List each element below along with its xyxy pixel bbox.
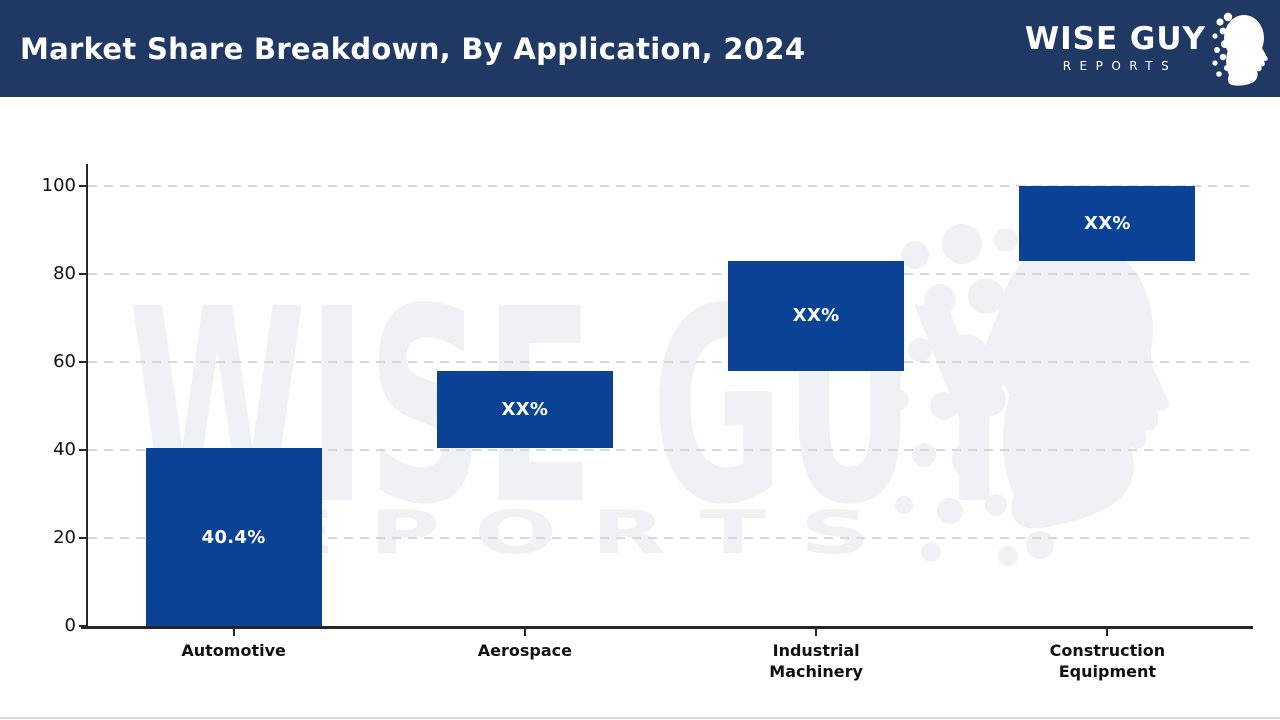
y-tick-mark-20 (79, 537, 87, 539)
wiseguy-face-icon (1212, 12, 1268, 86)
y-tick-label-100: 100 (41, 175, 76, 196)
gridline-60 (88, 361, 1253, 363)
bottom-border (0, 717, 1280, 719)
gridline-80 (88, 273, 1253, 275)
gridline-100 (88, 185, 1253, 187)
header-bar: Market Share Breakdown, By Application, … (0, 0, 1280, 97)
y-tick-mark-80 (79, 273, 87, 275)
bar-value-label-automotive: 40.4% (201, 526, 266, 548)
y-tick-label-40: 40 (53, 439, 76, 460)
gridline-40 (88, 449, 1253, 451)
x-axis-label-industrial-machinery: Industrial Machinery (769, 641, 863, 681)
bar-value-label-construction-equipment: XX% (1084, 212, 1131, 234)
x-axis-label-construction-equipment: Construction Equipment (1049, 641, 1166, 681)
wiseguy-logo-text: WISE GUY REPORTS (1024, 20, 1206, 73)
x-axis-label-automotive: Automotive (181, 641, 286, 660)
wiseguy-logo: WISE GUY REPORTS (1025, 10, 1270, 86)
y-tick-label-80: 80 (53, 263, 76, 284)
bar-value-label-aerospace: XX% (501, 399, 549, 421)
logo-wordmark: WISE GUY (1024, 20, 1206, 57)
bar-value-label-industrial-machinery: XX% (792, 305, 840, 327)
bar-automotive: 40.4% (145, 448, 322, 626)
y-tick-mark-60 (79, 361, 87, 363)
x-axis-label-aerospace: Aerospace (477, 641, 572, 660)
x-tick-mark-aerospace (523, 629, 526, 636)
bar-aerospace: XX% (436, 370, 613, 449)
logo-subtext: REPORTS (1062, 58, 1178, 73)
y-tick-label-0: 0 (64, 615, 76, 636)
x-tick-mark-industrial-machinery (815, 629, 818, 636)
chart-title: Market Share Breakdown, By Application, … (20, 31, 806, 66)
x-tick-mark-automotive (232, 629, 235, 636)
y-tick-mark-40 (79, 449, 87, 451)
y-tick-label-20: 20 (53, 527, 76, 548)
y-tick-label-60: 60 (53, 351, 76, 372)
y-tick-mark-0 (79, 625, 87, 627)
gridline-20 (88, 537, 1253, 539)
x-tick-mark-construction-equipment (1106, 629, 1109, 636)
y-axis-line (86, 164, 88, 629)
bar-construction-equipment: XX% (1019, 186, 1196, 261)
x-axis-line (81, 626, 1253, 629)
watermark-face-icon (866, 224, 1169, 566)
bar-industrial-machinery: XX% (728, 260, 905, 371)
y-tick-mark-100 (79, 185, 87, 187)
